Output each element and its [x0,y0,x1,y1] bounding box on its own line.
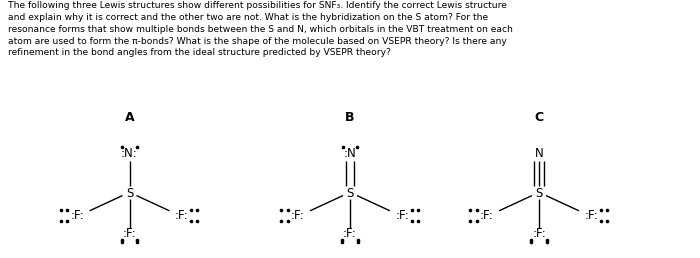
Text: :F:: :F: [343,227,357,240]
Text: :F:: :F: [175,209,189,222]
Text: N: N [535,147,543,160]
Text: B: B [345,111,355,124]
Text: :N: :N [344,147,356,160]
Text: A: A [125,111,134,124]
Text: S: S [346,187,354,200]
Text: :F:: :F: [70,209,84,222]
Text: :N:: :N: [121,147,138,160]
Text: The following three Lewis structures show different possibilities for SNF₃. Iden: The following three Lewis structures sho… [8,1,513,58]
Text: :F:: :F: [532,227,546,240]
Text: :F:: :F: [480,209,494,222]
Text: C: C [534,111,544,124]
Text: :F:: :F: [290,209,304,222]
Text: S: S [126,187,133,200]
Text: S: S [536,187,542,200]
Text: :F:: :F: [584,209,598,222]
Text: :F:: :F: [395,209,409,222]
Text: :F:: :F: [122,227,136,240]
